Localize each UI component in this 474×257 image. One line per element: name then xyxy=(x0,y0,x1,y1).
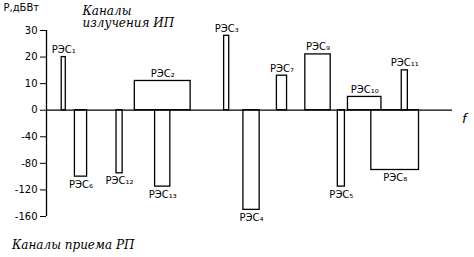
svg-text:f: f xyxy=(462,111,469,126)
svg-text:РЭС₁₃: РЭС₁₃ xyxy=(149,189,177,200)
html-text:Каналы приема РП: Каналы приема РП xyxy=(12,238,135,252)
svg-text:30: 30 xyxy=(25,25,38,36)
svg-text:РЭС₁₀: РЭС₁₀ xyxy=(351,84,379,95)
svg-text:P,дБВт: P,дБВт xyxy=(4,2,40,13)
svg-text:Каналыизлучения ИП: Каналыизлучения ИП xyxy=(82,4,175,30)
svg-text:-80: -80 xyxy=(21,158,37,169)
svg-text:РЭС₄: РЭС₄ xyxy=(240,212,264,223)
svg-text:-40: -40 xyxy=(21,131,37,142)
svg-text:РЭС₁₂: РЭС₁₂ xyxy=(106,175,134,186)
svg-text:-120: -120 xyxy=(15,184,38,195)
svg-text:РЭС₃: РЭС₃ xyxy=(215,23,239,34)
svg-text:РЭС₇: РЭС₇ xyxy=(270,63,294,74)
svg-text:РЭС₉: РЭС₉ xyxy=(306,41,330,52)
svg-text:0: 0 xyxy=(31,104,37,115)
svg-text:20: 20 xyxy=(25,51,38,62)
svg-text:РЭС₁₁: РЭС₁₁ xyxy=(391,57,419,68)
svg-text:10: 10 xyxy=(25,78,38,89)
svg-text:РЭС₁: РЭС₁ xyxy=(52,44,76,55)
svg-text:-160: -160 xyxy=(15,211,38,222)
svg-text:РЭС₆: РЭС₆ xyxy=(69,179,93,190)
svg-text:РЭС₅: РЭС₅ xyxy=(329,189,353,200)
svg-text:РЭС₈: РЭС₈ xyxy=(383,172,407,183)
svg-text:РЭС₂: РЭС₂ xyxy=(151,68,175,79)
